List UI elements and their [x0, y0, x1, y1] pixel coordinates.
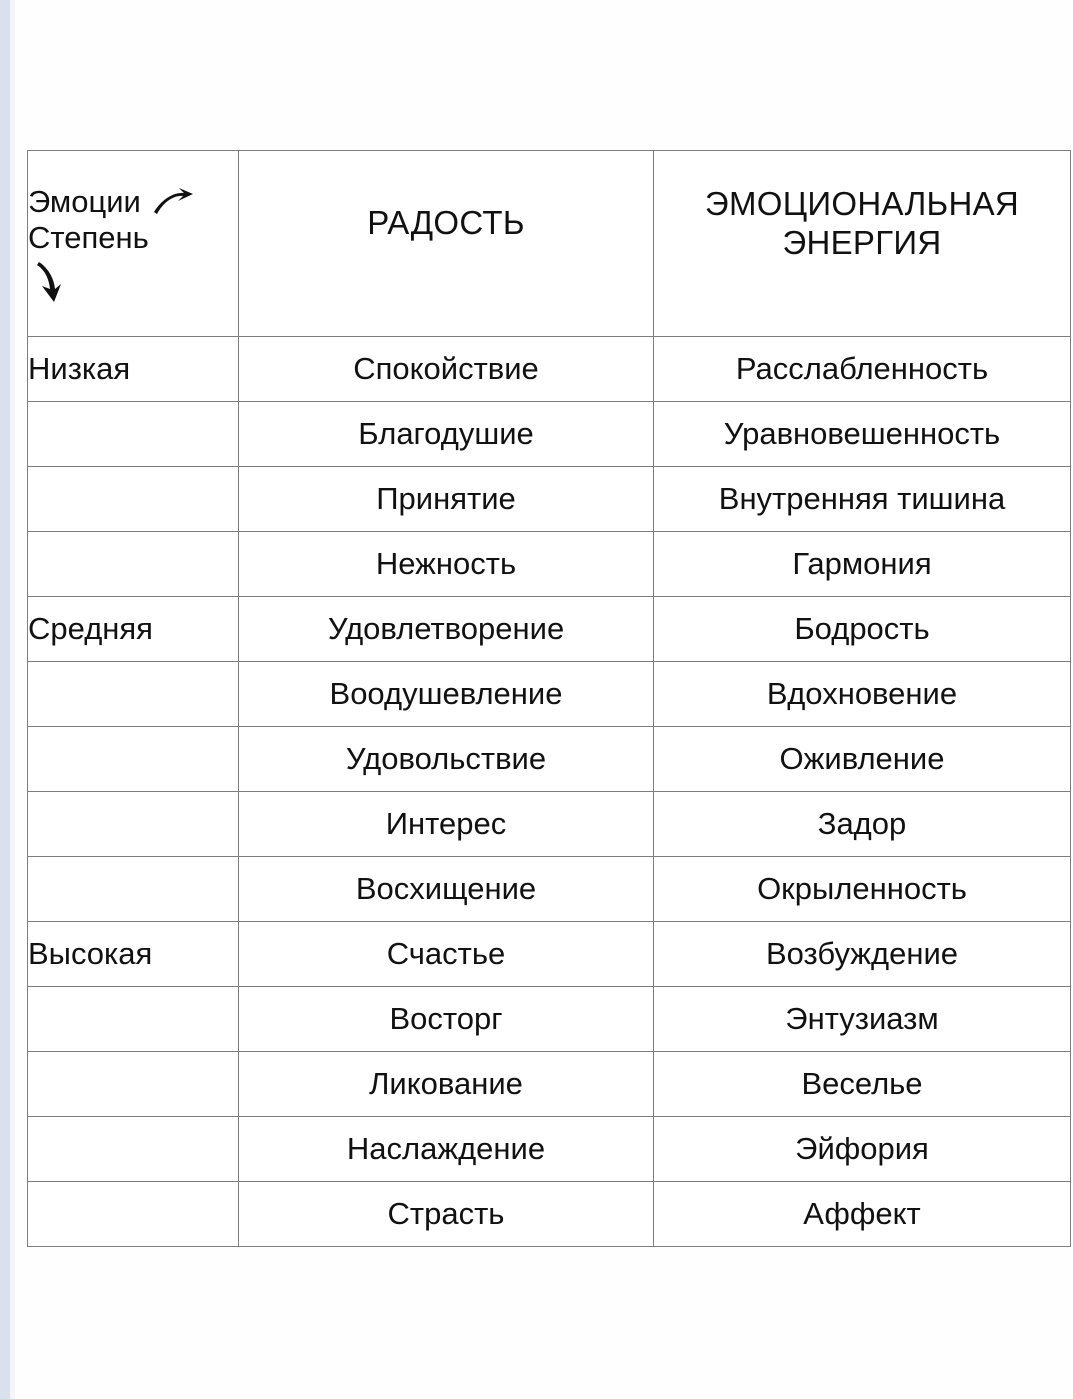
degree-level-cell: Низкая — [27, 336, 239, 402]
energy-term-cell: Оживление — [653, 726, 1071, 792]
table-row: Нежность Гармония — [27, 531, 1071, 597]
joy-term-cell: Интерес — [238, 791, 654, 857]
degree-level-cell — [27, 1181, 239, 1247]
table-row: Низкая Спокойствие Расслабленность — [27, 336, 1071, 402]
axis-legend-cell: Эмоции Степень — [27, 150, 239, 337]
energy-term-cell: Внутренняя тишина — [653, 466, 1071, 532]
columns-axis-label: Эмоции — [28, 183, 141, 219]
joy-term-cell: Воодушевление — [238, 661, 654, 727]
table-row: Средняя Удовлетворение Бодрость — [27, 596, 1071, 662]
table-header-row: Эмоции Степень — [27, 150, 1071, 337]
rows-axis-line: Степень — [28, 220, 238, 256]
degree-level-cell — [27, 1116, 239, 1182]
joy-term-cell: Восхищение — [238, 856, 654, 922]
energy-term-cell: Вдохновение — [653, 661, 1071, 727]
degree-level-cell — [27, 401, 239, 467]
joy-term-cell: Благодушие — [238, 401, 654, 467]
table-row: Воодушевление Вдохновение — [27, 661, 1071, 727]
arrow-curved-right-icon — [152, 187, 194, 217]
emotion-degree-table: Эмоции Степень — [27, 150, 1071, 1247]
table-row: Наслаждение Эйфория — [27, 1116, 1071, 1182]
table-row: Принятие Внутренняя тишина — [27, 466, 1071, 532]
table-row: Благодушие Уравновешенность — [27, 401, 1071, 467]
degree-level-cell — [27, 531, 239, 597]
table-row: Высокая Счастье Возбуждение — [27, 921, 1071, 987]
energy-term-cell: Веселье — [653, 1051, 1071, 1117]
column-header-energy: ЭМОЦИОНАЛЬНАЯ ЭНЕРГИЯ — [653, 150, 1071, 337]
degree-level-cell: Высокая — [27, 921, 239, 987]
left-edge-rail-highlight — [10, 0, 15, 1399]
degree-level-cell — [27, 726, 239, 792]
joy-term-cell: Спокойствие — [238, 336, 654, 402]
joy-term-cell: Принятие — [238, 466, 654, 532]
energy-term-cell: Гармония — [653, 531, 1071, 597]
energy-term-cell: Аффект — [653, 1181, 1071, 1247]
degree-level-cell: Средняя — [27, 596, 239, 662]
degree-level-cell — [27, 1051, 239, 1117]
energy-term-cell: Задор — [653, 791, 1071, 857]
joy-term-cell: Удовольствие — [238, 726, 654, 792]
arrow-curved-down-icon — [34, 260, 64, 304]
table-row: Восхищение Окрыленность — [27, 856, 1071, 922]
document-canvas: Эмоции Степень — [15, 0, 1073, 1399]
table-row: Удовольствие Оживление — [27, 726, 1071, 792]
energy-term-cell: Эйфория — [653, 1116, 1071, 1182]
joy-term-cell: Удовлетворение — [238, 596, 654, 662]
table-row: Страсть Аффект — [27, 1181, 1071, 1247]
columns-axis-line: Эмоции — [28, 183, 238, 219]
joy-term-cell: Восторг — [238, 986, 654, 1052]
joy-term-cell: Счастье — [238, 921, 654, 987]
degree-level-cell — [27, 856, 239, 922]
table-row: Интерес Задор — [27, 791, 1071, 857]
table-row: Ликование Веселье — [27, 1051, 1071, 1117]
degree-level-cell — [27, 466, 239, 532]
rows-axis-arrow-line — [28, 256, 238, 304]
energy-term-cell: Окрыленность — [653, 856, 1071, 922]
joy-term-cell: Нежность — [238, 531, 654, 597]
column-header-joy: РАДОСТЬ — [238, 150, 654, 337]
energy-term-cell: Возбуждение — [653, 921, 1071, 987]
joy-term-cell: Страсть — [238, 1181, 654, 1247]
table-row: Восторг Энтузиазм — [27, 986, 1071, 1052]
degree-level-cell — [27, 791, 239, 857]
rows-axis-label: Степень — [28, 219, 149, 255]
energy-term-cell: Бодрость — [653, 596, 1071, 662]
left-edge-rail — [0, 0, 10, 1399]
joy-term-cell: Наслаждение — [238, 1116, 654, 1182]
degree-level-cell — [27, 661, 239, 727]
joy-term-cell: Ликование — [238, 1051, 654, 1117]
energy-term-cell: Расслабленность — [653, 336, 1071, 402]
degree-level-cell — [27, 986, 239, 1052]
energy-term-cell: Уравновешенность — [653, 401, 1071, 467]
energy-term-cell: Энтузиазм — [653, 986, 1071, 1052]
